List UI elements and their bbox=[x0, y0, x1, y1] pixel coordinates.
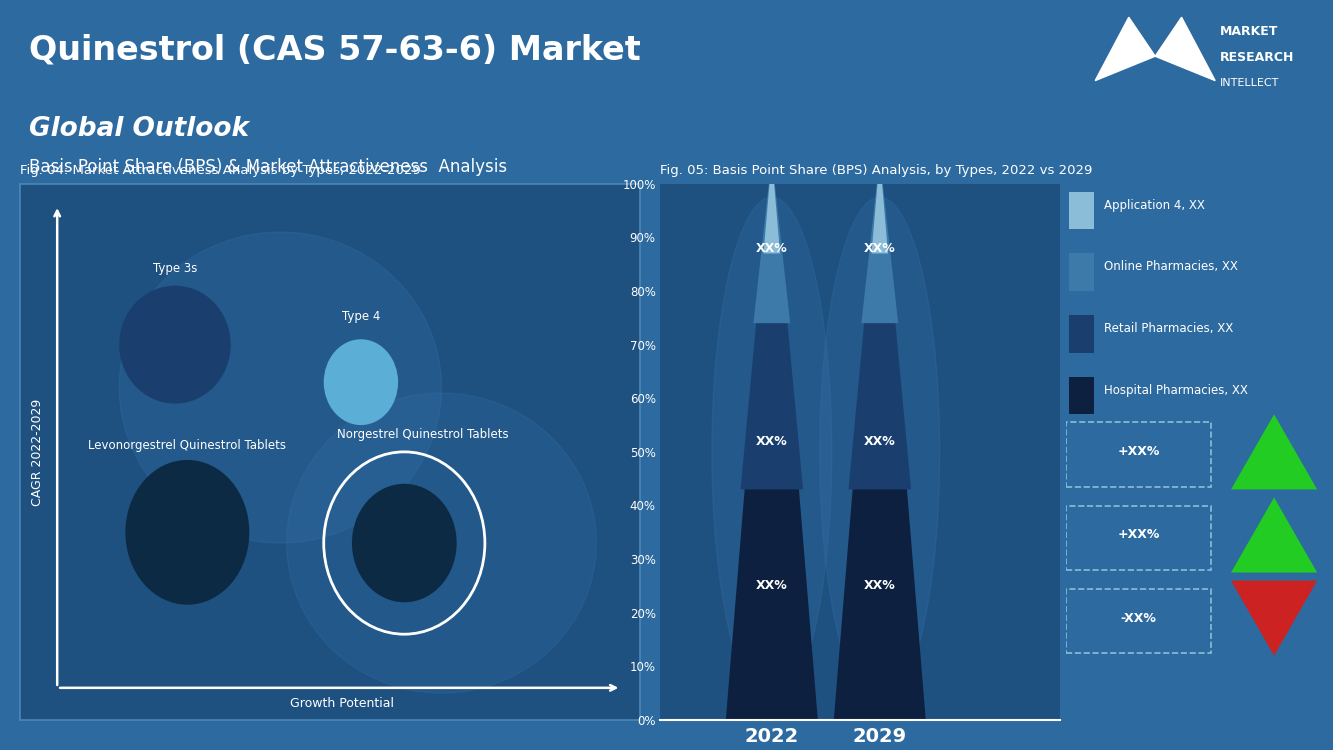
Bar bbox=[1069, 376, 1094, 414]
Text: Basis Point Share (BPS) & Market Attractiveness  Analysis: Basis Point Share (BPS) & Market Attract… bbox=[29, 158, 508, 176]
Text: -XX%: -XX% bbox=[1121, 611, 1157, 625]
Ellipse shape bbox=[287, 393, 596, 693]
Text: Online Pharmacies, XX: Online Pharmacies, XX bbox=[1104, 260, 1238, 273]
Text: Application 4, XX: Application 4, XX bbox=[1104, 199, 1205, 211]
Polygon shape bbox=[872, 157, 888, 254]
Ellipse shape bbox=[712, 197, 832, 706]
Text: XX%: XX% bbox=[864, 580, 896, 592]
Ellipse shape bbox=[820, 197, 940, 706]
Text: XX%: XX% bbox=[756, 435, 788, 448]
Text: Growth Potential: Growth Potential bbox=[291, 698, 395, 710]
Text: XX%: XX% bbox=[864, 242, 896, 254]
Text: Global Outlook: Global Outlook bbox=[29, 116, 249, 142]
Polygon shape bbox=[726, 157, 817, 720]
Ellipse shape bbox=[125, 460, 249, 604]
Bar bbox=[1069, 315, 1094, 352]
Text: XX%: XX% bbox=[864, 435, 896, 448]
Text: +XX%: +XX% bbox=[1117, 446, 1160, 458]
Bar bbox=[1069, 192, 1094, 230]
Bar bbox=[1069, 254, 1094, 291]
Text: Type 4: Type 4 bbox=[341, 310, 380, 323]
Polygon shape bbox=[1232, 497, 1317, 572]
Text: Type 3s: Type 3s bbox=[153, 262, 197, 275]
Polygon shape bbox=[753, 157, 790, 323]
Polygon shape bbox=[849, 157, 910, 490]
Text: CAGR 2022-2029: CAGR 2022-2029 bbox=[31, 398, 44, 506]
Polygon shape bbox=[834, 157, 925, 720]
Polygon shape bbox=[1232, 580, 1317, 656]
Ellipse shape bbox=[119, 232, 441, 543]
Text: Retail Pharmacies, XX: Retail Pharmacies, XX bbox=[1104, 322, 1233, 335]
Text: INTELLECT: INTELLECT bbox=[1220, 78, 1280, 88]
Ellipse shape bbox=[119, 286, 231, 404]
Polygon shape bbox=[861, 157, 898, 323]
Text: +XX%: +XX% bbox=[1117, 529, 1160, 542]
Ellipse shape bbox=[324, 339, 399, 425]
Polygon shape bbox=[741, 157, 802, 490]
Text: XX%: XX% bbox=[756, 242, 788, 254]
Text: XX%: XX% bbox=[756, 580, 788, 592]
Text: Levonorgestrel Quinestrol Tablets: Levonorgestrel Quinestrol Tablets bbox=[88, 439, 287, 452]
Text: Hospital Pharmacies, XX: Hospital Pharmacies, XX bbox=[1104, 384, 1248, 397]
Ellipse shape bbox=[352, 484, 457, 602]
Text: RESEARCH: RESEARCH bbox=[1220, 51, 1294, 64]
Polygon shape bbox=[1096, 17, 1156, 81]
Text: MARKET: MARKET bbox=[1220, 25, 1278, 38]
Text: Norgestrel Quinestrol Tablets: Norgestrel Quinestrol Tablets bbox=[337, 428, 509, 441]
Text: Quinestrol (CAS 57-63-6) Market: Quinestrol (CAS 57-63-6) Market bbox=[29, 34, 641, 67]
Text: Fig. 04: Market Attractiveness Analysis by Types, 2022-2029: Fig. 04: Market Attractiveness Analysis … bbox=[20, 164, 421, 177]
Polygon shape bbox=[1156, 17, 1216, 81]
Text: Fig. 05: Basis Point Share (BPS) Analysis, by Types, 2022 vs 2029: Fig. 05: Basis Point Share (BPS) Analysi… bbox=[660, 164, 1092, 177]
Polygon shape bbox=[1232, 414, 1317, 490]
Polygon shape bbox=[764, 157, 780, 254]
